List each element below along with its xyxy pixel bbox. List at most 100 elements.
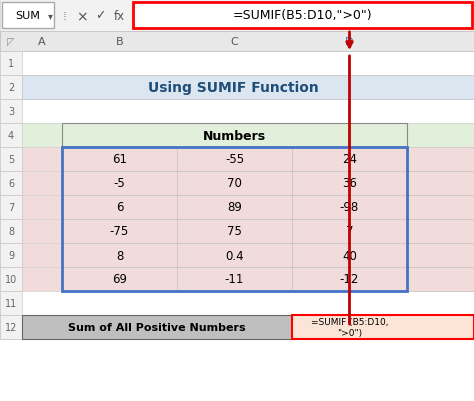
- Text: 36: 36: [342, 177, 357, 190]
- Text: 5: 5: [8, 155, 14, 164]
- Bar: [292, 219, 474, 243]
- Bar: [0, 243, 22, 267]
- Bar: [0, 267, 22, 291]
- Bar: [177, 243, 292, 267]
- Bar: [292, 196, 474, 219]
- Text: 89: 89: [227, 201, 242, 214]
- Text: 69: 69: [112, 273, 127, 286]
- Text: -55: -55: [225, 153, 244, 166]
- Bar: [0, 196, 22, 219]
- Bar: [0, 124, 22, 148]
- Bar: [0, 219, 474, 243]
- Text: 1: 1: [8, 59, 14, 69]
- Bar: [292, 148, 474, 172]
- Bar: [2, 3, 54, 29]
- Text: 8: 8: [8, 227, 14, 237]
- Text: 2: 2: [8, 83, 14, 93]
- Bar: [292, 243, 474, 267]
- Bar: [62, 124, 407, 148]
- Bar: [22, 32, 62, 52]
- Bar: [292, 32, 474, 52]
- Text: 0.4: 0.4: [225, 249, 244, 262]
- Bar: [177, 219, 292, 243]
- Text: 70: 70: [227, 177, 242, 190]
- Bar: [292, 267, 474, 291]
- Text: 3: 3: [8, 107, 14, 117]
- Text: 8: 8: [116, 249, 123, 262]
- Bar: [0, 100, 474, 124]
- Bar: [22, 76, 474, 100]
- Bar: [22, 315, 292, 339]
- Bar: [177, 148, 292, 172]
- Text: 24: 24: [342, 153, 357, 166]
- Bar: [292, 172, 474, 196]
- Bar: [177, 196, 292, 219]
- Text: 9: 9: [8, 250, 14, 260]
- Bar: [0, 196, 474, 219]
- Bar: [177, 32, 292, 52]
- Bar: [62, 243, 177, 267]
- Bar: [177, 172, 292, 196]
- Bar: [0, 243, 474, 267]
- Text: -98: -98: [340, 201, 359, 214]
- Text: -12: -12: [340, 273, 359, 286]
- Bar: [62, 172, 177, 196]
- Bar: [62, 148, 407, 291]
- Bar: [0, 100, 22, 124]
- Bar: [0, 172, 22, 196]
- Bar: [0, 32, 22, 52]
- Text: 6: 6: [116, 201, 123, 214]
- Bar: [292, 315, 474, 339]
- Text: 7: 7: [346, 225, 353, 238]
- Bar: [133, 3, 472, 29]
- Bar: [0, 0, 474, 32]
- Bar: [0, 76, 474, 100]
- Text: Using SUMIF Function: Using SUMIF Function: [147, 81, 319, 95]
- Bar: [0, 315, 474, 339]
- Bar: [62, 32, 177, 52]
- Bar: [0, 52, 474, 76]
- Text: =SUMIF (B5:D10,
">0"): =SUMIF (B5:D10, ">0"): [311, 318, 388, 337]
- Text: =SUMIF(B5:D10,">0"): =SUMIF(B5:D10,">0"): [233, 10, 372, 22]
- Text: D: D: [345, 37, 354, 47]
- Bar: [0, 219, 22, 243]
- Text: A: A: [38, 37, 46, 47]
- Text: fx: fx: [113, 10, 125, 22]
- Bar: [0, 148, 474, 172]
- Bar: [62, 196, 177, 219]
- Bar: [0, 124, 474, 148]
- Text: 4: 4: [8, 131, 14, 141]
- Bar: [0, 76, 22, 100]
- Text: ▾: ▾: [47, 11, 53, 21]
- Text: 12: 12: [5, 322, 17, 332]
- Bar: [62, 148, 177, 172]
- Text: SUM: SUM: [16, 11, 40, 21]
- Bar: [0, 291, 22, 315]
- Text: C: C: [231, 37, 238, 47]
- Text: ×: ×: [76, 10, 88, 24]
- Bar: [177, 267, 292, 291]
- Text: -75: -75: [110, 225, 129, 238]
- Text: ✓: ✓: [95, 10, 105, 22]
- Text: 75: 75: [227, 225, 242, 238]
- Bar: [0, 315, 22, 339]
- Bar: [0, 148, 22, 172]
- Bar: [0, 267, 474, 291]
- Bar: [62, 219, 177, 243]
- Text: -5: -5: [114, 177, 126, 190]
- Bar: [0, 291, 474, 315]
- Text: 7: 7: [8, 203, 14, 213]
- Text: 40: 40: [342, 249, 357, 262]
- Text: 11: 11: [5, 298, 17, 308]
- Text: ◸: ◸: [7, 37, 15, 47]
- Text: -11: -11: [225, 273, 244, 286]
- Text: 6: 6: [8, 178, 14, 188]
- Text: Numbers: Numbers: [203, 129, 266, 142]
- Bar: [0, 32, 474, 52]
- Bar: [62, 267, 177, 291]
- Text: B: B: [116, 37, 123, 47]
- Bar: [0, 52, 22, 76]
- Text: 61: 61: [112, 153, 127, 166]
- Text: ⁞: ⁞: [63, 10, 67, 22]
- Text: 10: 10: [5, 274, 17, 284]
